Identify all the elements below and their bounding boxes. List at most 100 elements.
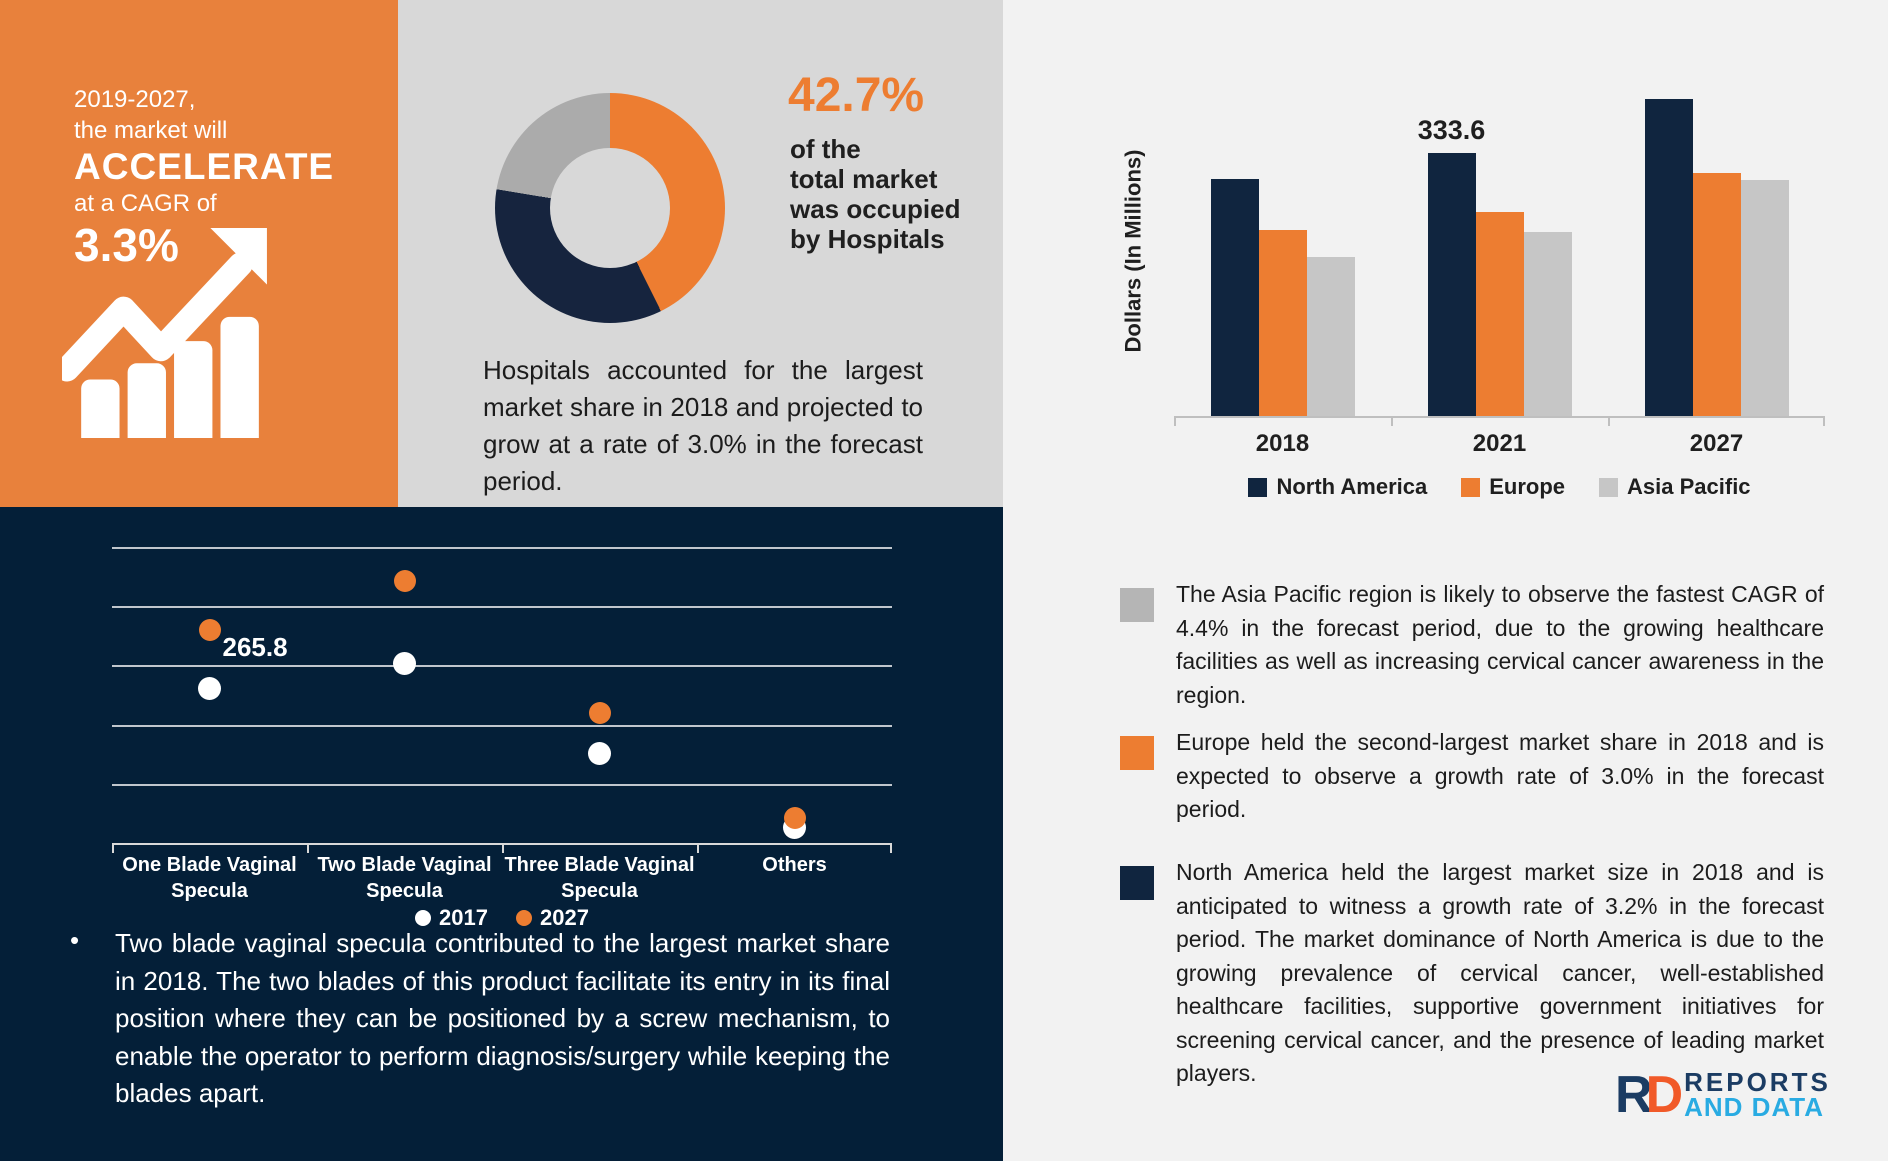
dot-gridline-1 (112, 606, 892, 609)
region-panel: Dollars (In Millions) 333.6 2018 2021 2027… (1003, 0, 1888, 1161)
dot-category-1: Two Blade Vaginal Specula (307, 852, 502, 904)
hospital-stat-caption-line-2: was occupied (790, 194, 961, 224)
bar-asia-pacific-2027 (1740, 180, 1789, 416)
bar-north-america-2021: 333.6 (1418, 115, 1485, 416)
product-panel: 265.8 One Blade Vaginal Specula Two Blade … (0, 507, 1003, 1161)
legend-swatch (1461, 477, 1481, 497)
hospital-stat-caption-line-3: by Hospitals (790, 224, 945, 254)
hospital-paragraph: Hospitals accounted for the largest mark… (483, 355, 923, 496)
region-bullet-swatch-1 (1120, 736, 1154, 770)
logo-line2: AND DATA (1684, 1092, 1825, 1122)
hospital-stat-caption: of the total market was occupied by Hospita… (790, 134, 961, 254)
bar-axis-tick-end (1823, 416, 1825, 426)
accelerate-line2: the market will (74, 117, 228, 144)
region-bullet-text-1: Europe held the second-largest market sh… (1176, 729, 1824, 822)
dot-axis-tick-2 (502, 844, 504, 853)
dot-category-line: Two Blade Vaginal (317, 854, 492, 876)
dot-axis-tick-4 (890, 844, 892, 853)
bar-data-label: 333.6 (1417, 115, 1486, 146)
region-bullet-swatch-2 (1120, 866, 1154, 900)
legend-item-asia-pacific: Asia Pacific (1599, 474, 1751, 500)
dot-category-line: Others (762, 854, 827, 876)
bar-xlabel-2021: 2021 (1472, 430, 1527, 457)
accelerate-headline: ACCELERATE (74, 146, 335, 187)
product-bullet: • Two blade vaginal specula contributed … (70, 925, 892, 1113)
dot-gridline-0 (112, 547, 892, 549)
dot-2027-1 (393, 569, 416, 592)
bar-north-america-2027 (1644, 99, 1693, 416)
dot-2027-3 (783, 807, 806, 830)
bar-europe-2021 (1475, 211, 1524, 416)
dot-axis-tick-0 (112, 844, 114, 853)
region-bullet-2: North America held the largest market si… (1120, 856, 1824, 1091)
legend-label: North America (1276, 474, 1428, 499)
logo-letter-d: D (1645, 1066, 1683, 1124)
bar-chart-xlabels: 2018 2021 2027 (1174, 430, 1825, 460)
bar-group-2021: 333.6 (1391, 85, 1608, 416)
bar-axis-tick-2 (1608, 416, 1610, 426)
donut-hole (550, 148, 670, 268)
bar-xlabel-2027: 2027 (1689, 430, 1744, 457)
dot-gridline-4 (112, 783, 892, 786)
bar-axis-tick-1 (1391, 416, 1393, 426)
dot-axis-tick-1 (307, 844, 309, 853)
dot-legend-item-2017: 2017 (415, 905, 488, 931)
bullet-marker: • (70, 925, 80, 955)
regional-bar-chart-plot: 333.6 (1174, 85, 1825, 426)
dot-legend-marker (516, 910, 532, 926)
bar-group-2018 (1174, 85, 1391, 416)
logo-letter-r: R (1615, 1066, 1652, 1124)
accelerate-line4: at a CAGR of (74, 190, 217, 217)
bar-axis-tick-0 (1174, 416, 1176, 426)
product-dot-legend: 2017 2027 (112, 905, 892, 931)
dot-2027-0 (198, 619, 221, 642)
bar-asia-pacific-2021 (1523, 232, 1572, 416)
reports-and-data-logo: RD REPORTS AND DATA (1615, 1067, 1831, 1122)
accelerate-panel: 2019-2027, the market will ACCELERATE at… (0, 0, 398, 507)
dot-2017-2 (588, 741, 611, 765)
legend-label: Asia Pacific (1627, 474, 1751, 499)
legend-item-europe: Europe (1461, 474, 1565, 500)
dot-legend-label: 2017 (439, 905, 488, 930)
bar-chart-ylabel: Dollars (In Millions) (1115, 85, 1151, 416)
legend-swatch (1599, 477, 1619, 497)
dot-2017-1 (393, 651, 416, 675)
legend-swatch (1248, 477, 1268, 497)
dot-category-0: One Blade Vaginal Specula (112, 852, 307, 904)
product-dot-chart: 265.8 (112, 547, 892, 853)
dot-category-line: Specula (171, 880, 248, 902)
region-bullet-swatch-0 (1120, 588, 1154, 622)
bar-chart-ylabel-text: Dollars (In Millions) (1120, 149, 1145, 352)
product-bullet-text: Two blade vaginal specula contributed to… (115, 928, 890, 1108)
hospital-share-panel: 42.7% of the total market was occupied by H… (398, 0, 1003, 507)
bar-group-2027 (1608, 85, 1825, 416)
logo-text: REPORTS AND DATA (1684, 1067, 1831, 1122)
dot-category-line: Specula (366, 880, 443, 902)
dot-legend-label: 2027 (540, 905, 589, 930)
legend-label: Europe (1489, 474, 1566, 499)
logo-line1: REPORTS (1684, 1067, 1831, 1097)
hospital-share-donut (495, 93, 725, 323)
dot-category-line: Specula (561, 880, 638, 902)
bar-europe-2027 (1692, 173, 1741, 416)
dot-category-3: Others (697, 852, 892, 878)
dot-category-2: Three Blade Vaginal Specula (502, 852, 697, 904)
dot-2027-2 (588, 702, 611, 725)
accelerate-cagr-value: 3.3% (74, 219, 179, 271)
dot-legend-marker (415, 910, 432, 926)
legend-item-north-america: North America (1248, 474, 1427, 500)
bar-asia-pacific-2018 (1306, 256, 1355, 416)
region-bullet-0: The Asia Pacific region is likely to obs… (1120, 578, 1824, 712)
dot-legend-item-2027: 2027 (516, 905, 589, 931)
hospital-stat-value: 42.7% (788, 69, 925, 122)
dot-data-label: 265.8 (222, 632, 288, 663)
product-dot-categories: One Blade Vaginal Specula Two Blade Vagina… (112, 852, 892, 912)
dot-2017-0 (198, 677, 221, 701)
region-bullet-text-2: North America held the largest market si… (1176, 859, 1824, 1086)
bar-north-america-2018 (1210, 178, 1259, 416)
dot-axis-tick-3 (697, 844, 699, 853)
dot-category-line: Three Blade Vaginal (504, 854, 695, 876)
hospital-stat-caption-line-0: of the (790, 134, 861, 164)
accelerate-period: 2019-2027, (74, 86, 196, 113)
